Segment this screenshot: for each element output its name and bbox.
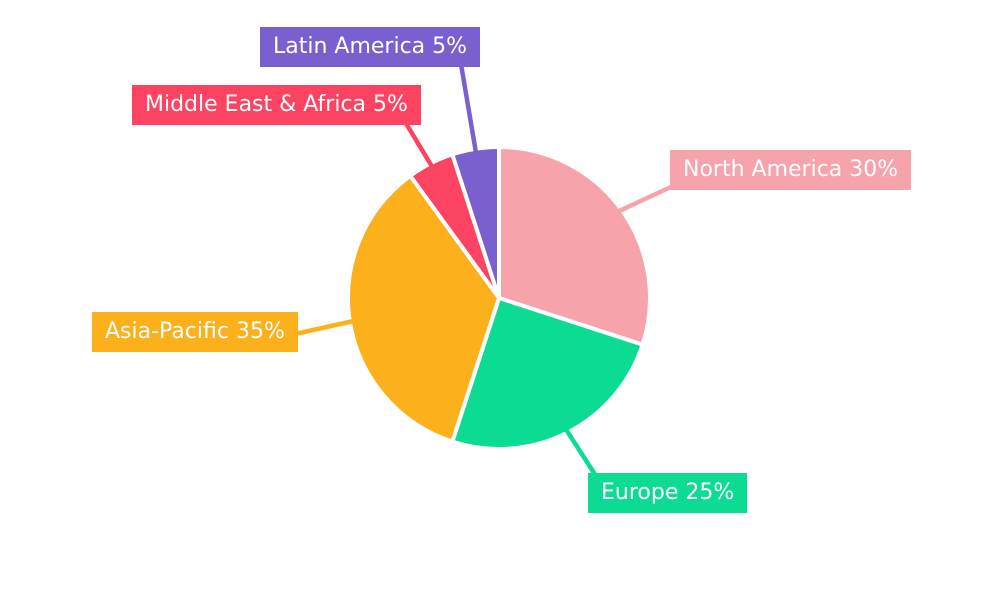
label-asia-pacific: Asia-Pacific 35%: [92, 312, 298, 352]
label-middle-east-africa: Middle East & Africa 5%: [132, 85, 421, 125]
leader-line-north-america: [616, 183, 674, 214]
leader-line-latin-america: [458, 63, 479, 154]
label-latin-america: Latin America 5%: [260, 27, 481, 67]
label-north-america: North America 30%: [670, 150, 912, 190]
label-europe-text: Europe 25%: [601, 480, 735, 505]
leader-line-middle-east-africa: [402, 118, 435, 169]
label-asia-pacific-text: Asia-Pacific 35%: [105, 319, 285, 344]
label-latin-america-text: Latin America 5%: [273, 34, 468, 59]
leader-line-asia-pacific: [294, 318, 355, 337]
label-north-america-text: North America 30%: [683, 157, 899, 182]
leader-line-europe: [563, 427, 598, 478]
label-europe: Europe 25%: [588, 473, 748, 513]
label-middle-east-africa-text: Middle East & Africa 5%: [145, 92, 408, 117]
